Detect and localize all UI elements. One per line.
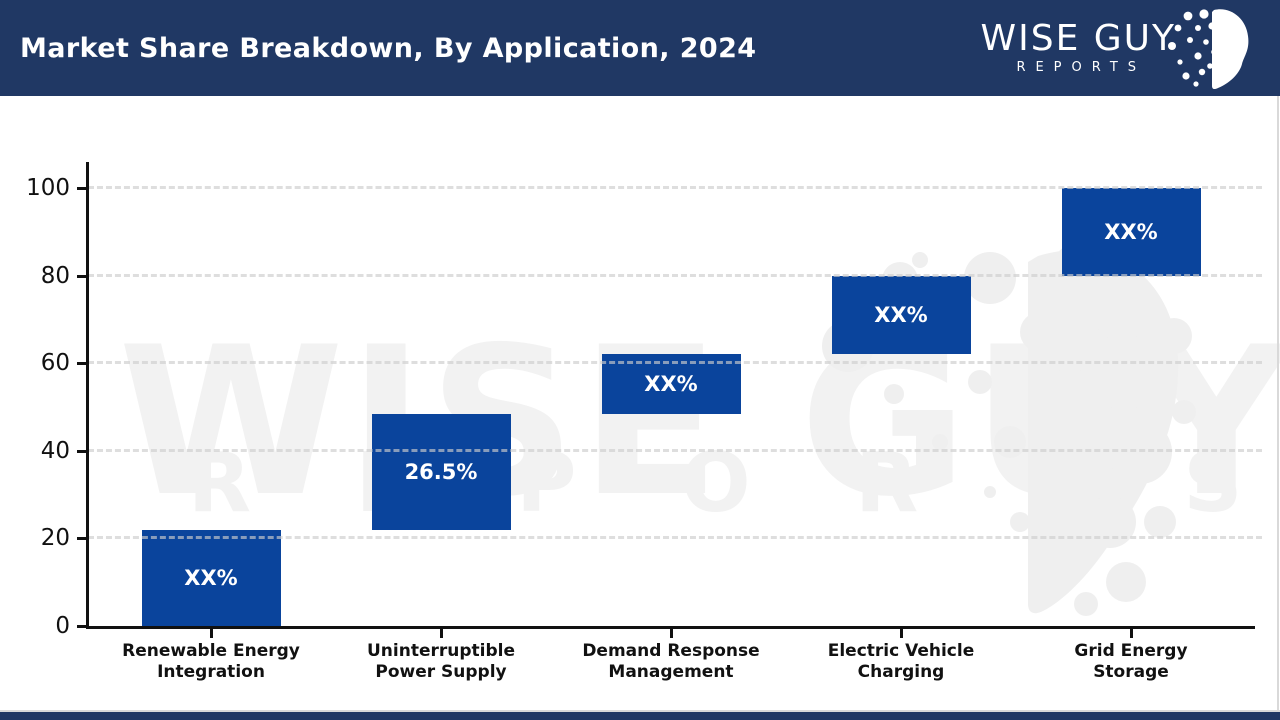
header: Market Share Breakdown, By Application, …	[0, 0, 1280, 96]
y-tick-0	[77, 625, 86, 628]
gridline-60	[88, 361, 1262, 365]
bar-label-1: XX%	[184, 565, 238, 590]
bar-label-3: XX%	[644, 372, 698, 396]
chart-area: WISE GUY R E P O R T S 0 20 40 60 80 100 XX% Re…	[0, 96, 1280, 710]
x-tick-4	[900, 629, 903, 638]
bar-4: XX%	[831, 275, 971, 355]
y-tick-label-80: 80	[40, 262, 70, 289]
y-tick-60	[77, 362, 86, 366]
y-tick-40	[77, 449, 86, 453]
y-axis-line	[86, 162, 89, 629]
bar-2: 26.5%	[371, 413, 511, 530]
x-label-3: Demand Response Management	[582, 641, 760, 683]
gridline-80	[88, 273, 1262, 277]
bottom-border-line	[0, 710, 1280, 712]
footer-bar	[0, 712, 1280, 720]
bar-label-2: 26.5%	[404, 459, 478, 484]
x-label-5: Grid Energy Storage	[1074, 641, 1188, 683]
bar-3: XX%	[601, 354, 741, 414]
gridline-40	[88, 448, 1262, 452]
y-tick-label-0: 0	[55, 613, 70, 639]
page-title: Market Share Breakdown, By Application, …	[20, 32, 757, 64]
logo-text: WISE GUY REPORTS	[980, 18, 1177, 76]
logo-wiseguy-text: WISE GUY	[980, 18, 1176, 59]
logo-head-icon	[1168, 9, 1249, 90]
y-tick-label-40: 40	[40, 437, 70, 464]
gridline-20	[88, 536, 1262, 540]
y-tick-100	[77, 187, 86, 190]
logo-reports-text: REPORTS	[1016, 60, 1147, 75]
wise-guy-logo: WISE GUY REPORTS	[981, 4, 1255, 92]
bar-5: XX%	[1061, 188, 1201, 276]
bar-label-4: XX%	[874, 303, 928, 327]
bar-1: XX%	[141, 529, 281, 626]
y-tick-80	[77, 274, 86, 278]
plot: 0 20 40 60 80 100 XX% Renewable Energy Integrat…	[0, 96, 1280, 710]
gridline-100	[88, 186, 1262, 189]
x-tick-2	[440, 629, 443, 638]
x-label-1: Renewable Energy Integration	[122, 641, 300, 683]
y-tick-20	[77, 537, 86, 541]
x-tick-5	[1130, 629, 1133, 638]
y-tick-label-60: 60	[40, 350, 70, 377]
x-label-2: Uninterruptible Power Supply	[366, 641, 515, 683]
x-tick-3	[670, 629, 673, 638]
y-tick-label-20: 20	[40, 525, 70, 552]
y-tick-label-100: 100	[26, 175, 70, 201]
bar-label-5: XX%	[1104, 219, 1158, 244]
right-border	[1277, 96, 1279, 710]
x-axis-line	[86, 626, 1255, 629]
x-label-4: Electric Vehicle Charging	[827, 641, 975, 683]
x-tick-1	[210, 629, 213, 638]
